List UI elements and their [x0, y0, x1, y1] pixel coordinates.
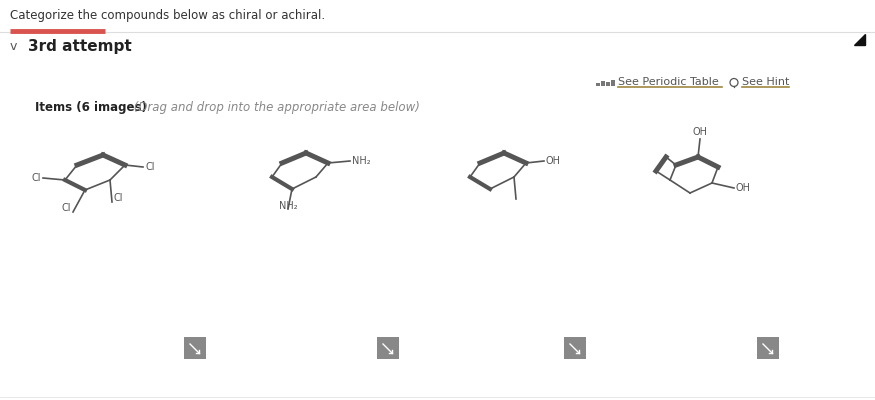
Polygon shape	[854, 34, 865, 45]
Text: NH₂: NH₂	[278, 201, 298, 211]
Text: v: v	[10, 40, 18, 53]
Text: Cl: Cl	[145, 162, 155, 172]
Text: OH: OH	[692, 127, 708, 137]
Bar	[564, 337, 586, 359]
Text: Cl: Cl	[114, 193, 123, 203]
Text: See Hint: See Hint	[742, 77, 789, 87]
Text: OH: OH	[546, 156, 561, 166]
Text: Items (6 images): Items (6 images)	[35, 101, 147, 114]
Text: See Periodic Table: See Periodic Table	[618, 77, 718, 87]
Bar	[596, 83, 599, 86]
Bar	[377, 337, 399, 359]
Text: (Drag and drop into the appropriate area below): (Drag and drop into the appropriate area…	[130, 101, 420, 114]
Text: Cl: Cl	[31, 173, 41, 183]
Text: Cl: Cl	[61, 203, 71, 213]
Text: NH₂: NH₂	[352, 156, 371, 166]
Text: 3rd attempt: 3rd attempt	[28, 39, 132, 54]
Bar	[601, 81, 605, 86]
Text: Categorize the compounds below as chiral or achiral.: Categorize the compounds below as chiral…	[10, 9, 326, 22]
Bar	[611, 80, 614, 86]
Bar	[757, 337, 779, 359]
Bar	[184, 337, 206, 359]
Text: OH: OH	[736, 183, 751, 193]
Bar	[606, 82, 610, 86]
